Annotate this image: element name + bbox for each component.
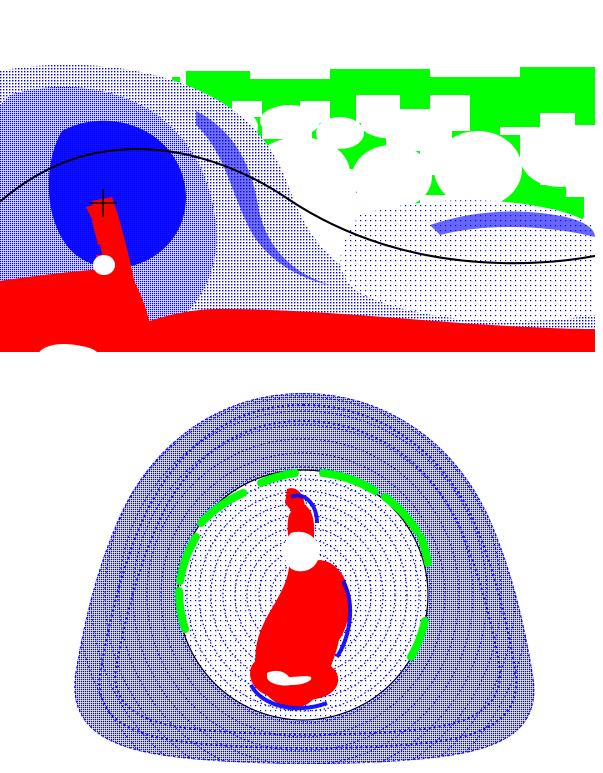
- separatrix-curve: [0, 148, 595, 265]
- polar-basin-panel: [55, 385, 550, 773]
- cartesian-basin-plot: [0, 65, 595, 352]
- crosshair-marker: [89, 189, 117, 217]
- white-basin-region: [164, 105, 595, 209]
- white-basin-region: [267, 531, 320, 686]
- blue-radial-streaks: [74, 393, 535, 764]
- cartesian-basin-panel: [0, 65, 595, 352]
- blue-fringe: [196, 111, 330, 285]
- polar-basin-plot: [55, 385, 550, 773]
- green-basin-region: [175, 469, 432, 661]
- blue-fringe-right: [430, 211, 595, 237]
- blue-rim-around-red: [249, 493, 353, 711]
- blue-core-dense: [48, 120, 186, 268]
- white-hole-in-red: [39, 255, 115, 352]
